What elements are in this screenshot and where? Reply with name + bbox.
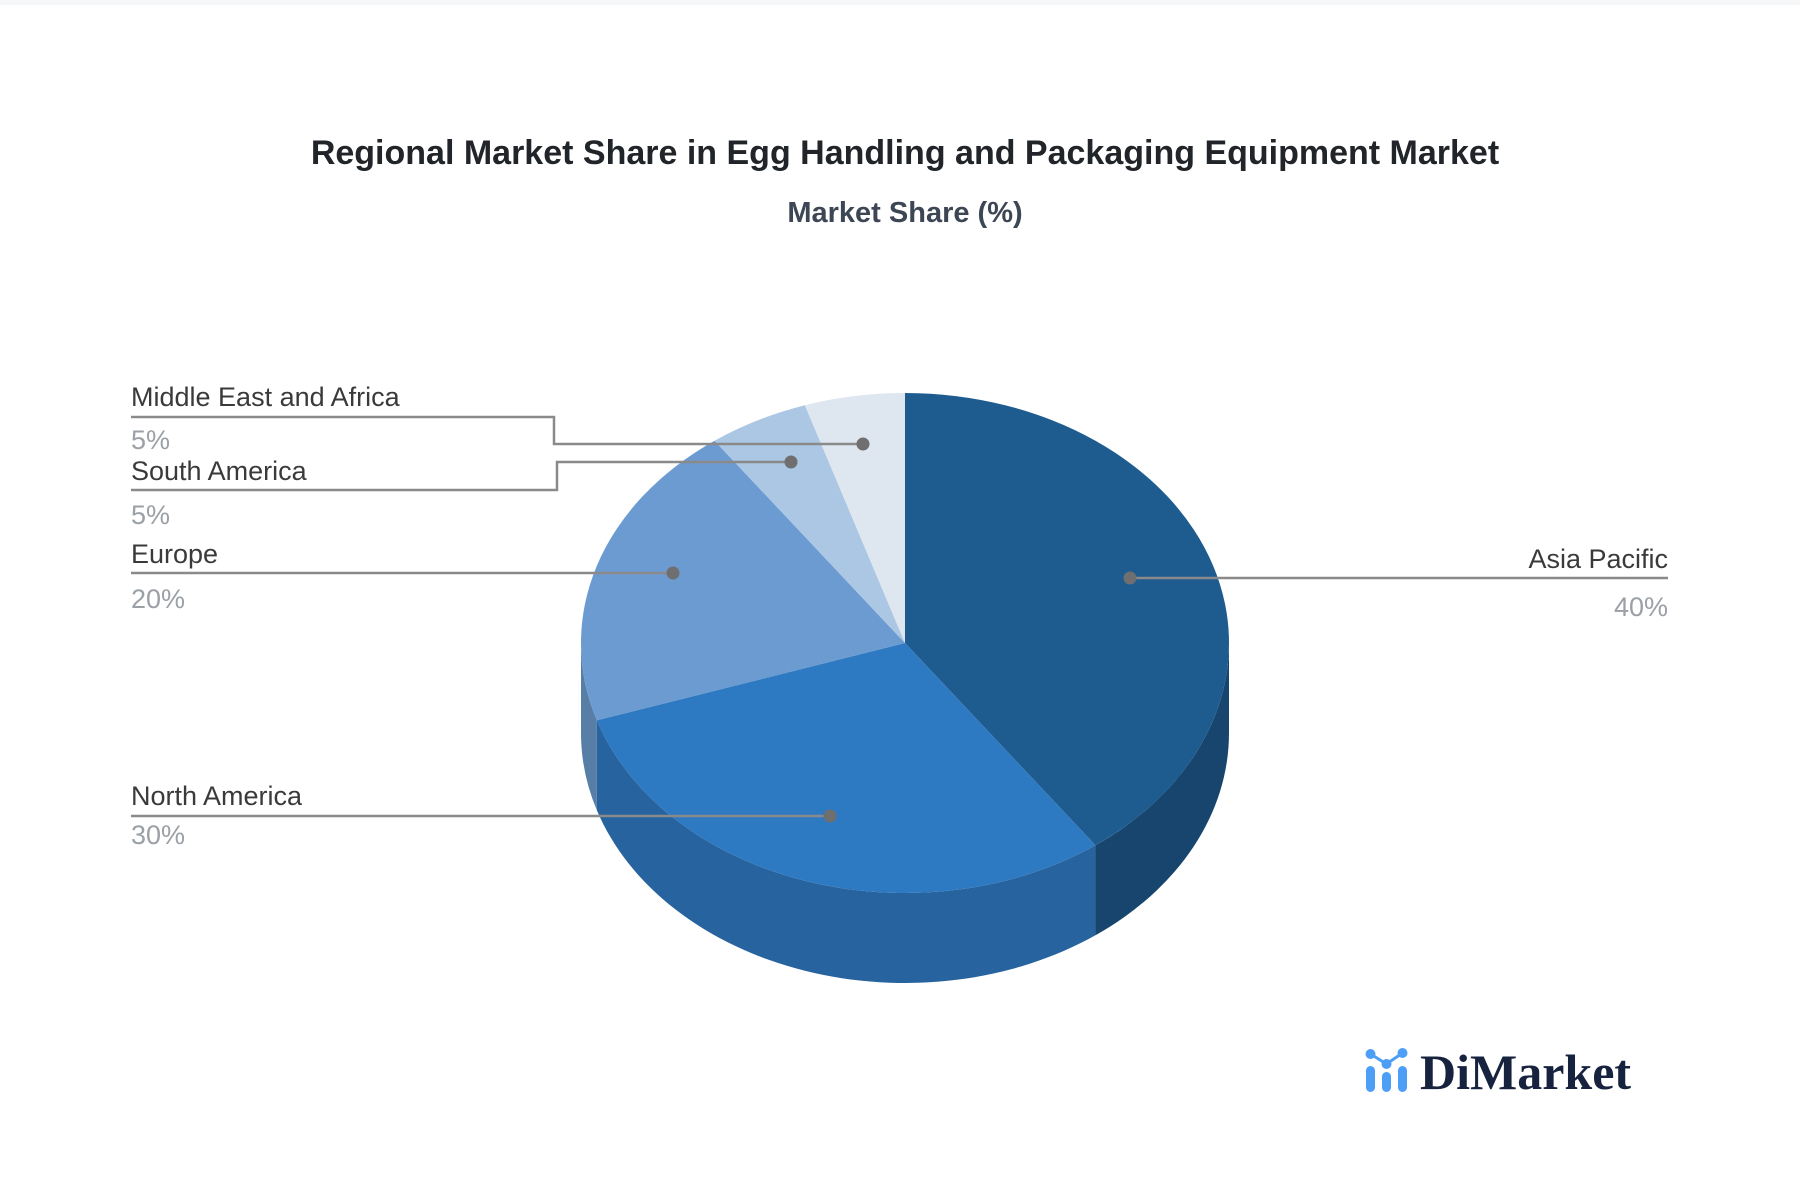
slice-label-europe: Europe [131,539,218,569]
logo-text: DiMarket [1420,1044,1631,1100]
slice-label-middle-east-and-africa: Middle East and Africa [131,382,401,412]
slice-value-asia-pacific: 40% [1614,592,1668,622]
pie-slice-side-asia-pacific [1095,643,1229,936]
leader-line-middle-east-and-africa [131,415,863,446]
leader-dot-asia-pacific [1123,571,1137,585]
slice-label-north-america: North America [131,781,303,811]
callout-middle-east-and-africa: Middle East and Africa 5% [131,382,870,455]
chart-title: Regional Market Share in Egg Handling an… [311,134,1499,172]
leader-dot-europe [666,566,680,580]
leader-line-south-america [131,460,791,492]
slice-label-asia-pacific: Asia Pacific [1528,544,1668,574]
leader-dot-middle-east-and-africa [856,437,870,451]
callout-europe: Europe 20% [131,539,680,614]
slice-label-south-america: South America [131,456,308,486]
pie-slice-europe [580,440,905,721]
pie-3d-rim [581,643,1229,984]
pie-slice-asia-pacific [905,393,1229,846]
dimarket-logo: DiMarket [1365,1044,1631,1100]
pie-slice-side-north-america [596,720,1096,984]
pie-slice-middle-east-and-africa [804,393,905,643]
slice-value-south-america: 5% [131,500,170,530]
callout-asia-pacific: Asia Pacific 40% [1123,544,1668,622]
slice-value-middle-east-and-africa: 5% [131,425,170,455]
pie-slice-north-america [596,643,1096,893]
leader-dot-south-america [784,455,798,469]
pie-slice-side-europe [581,643,597,811]
slice-value-north-america: 30% [131,820,185,850]
leader-dot-north-america [823,809,837,823]
slice-value-europe: 20% [131,584,185,614]
pie-slices [580,393,1229,893]
pie-slice-south-america [714,405,905,643]
callout-south-america: South America 5% [131,455,798,530]
chart-subtitle: Market Share (%) [787,197,1022,229]
bar-line-chart-icon [1365,1048,1408,1092]
callout-north-america: North America 30% [131,781,837,850]
top-strip [0,0,1800,5]
